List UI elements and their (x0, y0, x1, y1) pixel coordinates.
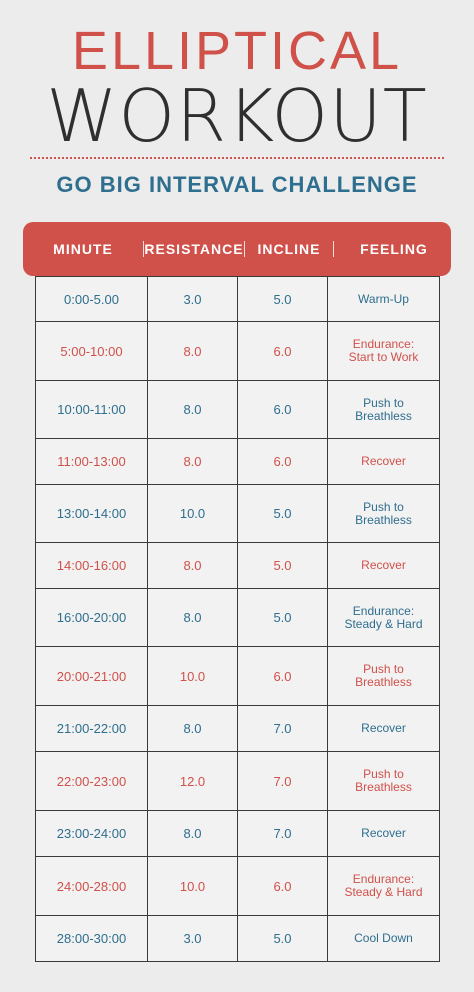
minute-cell: 20:00-21:00 (35, 646, 148, 706)
minute-cell: 10:00-11:00 (35, 380, 148, 439)
feeling-line-1: Recover (361, 454, 406, 468)
feeling-line-1: Recover (361, 721, 406, 735)
table-row: 16:00-20:00 8.0 5.0 Endurance: Steady & Hard (35, 588, 440, 647)
feeling-line-1: Recover (361, 558, 406, 572)
resistance-cell: 8.0 (147, 810, 238, 857)
feeling-cell: Warm-Up (327, 276, 440, 322)
resistance-cell: 8.0 (147, 705, 238, 752)
table-header: MINUTE RESISTANCE INCLINE FEELING (23, 222, 451, 276)
incline-cell: 5.0 (237, 588, 328, 647)
resistance-cell: 12.0 (147, 751, 238, 811)
feeling-cell: Cool Down (327, 915, 440, 962)
minute-cell: 28:00-30:00 (35, 915, 148, 962)
incline-cell: 7.0 (237, 810, 328, 857)
incline-cell: 5.0 (237, 484, 328, 543)
resistance-cell: 10.0 (147, 646, 238, 706)
table-row: 28:00-30:00 3.0 5.0 Cool Down (35, 915, 440, 962)
feeling-cell: Recover (327, 438, 440, 485)
feeling-cell: Recover (327, 705, 440, 752)
feeling-line-2: Breathless (355, 675, 412, 689)
incline-cell: 6.0 (237, 646, 328, 706)
minute-cell: 11:00-13:00 (35, 438, 148, 485)
title-line-2: WORKOUT (46, 74, 428, 158)
table-row: 14:00-16:00 8.0 5.0 Recover (35, 542, 440, 589)
minute-cell: 5:00-10:00 (35, 321, 148, 381)
resistance-cell: 10.0 (147, 856, 238, 916)
column-header-feeling: FEELING (360, 241, 428, 257)
resistance-cell: 8.0 (147, 321, 238, 381)
feeling-line-1: Endurance: (352, 603, 415, 618)
feeling-cell: Endurance: Steady & Hard (327, 588, 440, 647)
minute-cell: 16:00-20:00 (35, 588, 148, 647)
dotted-divider (30, 157, 444, 159)
table-row: 21:00-22:00 8.0 7.0 Recover (35, 705, 440, 752)
minute-cell: 24:00-28:00 (35, 856, 148, 916)
minute-cell: 21:00-22:00 (35, 705, 148, 752)
feeling-line-2: Steady & Hard (344, 885, 423, 899)
minute-cell: 22:00-23:00 (35, 751, 148, 811)
table-row: 0:00-5.00 3.0 5.0 Warm-Up (35, 276, 440, 322)
incline-cell: 7.0 (237, 751, 328, 811)
feeling-cell: Push to Breathless (327, 646, 440, 706)
title-line-1: ELLIPTICAL (71, 21, 403, 81)
minute-cell: 13:00-14:00 (35, 484, 148, 543)
header-separator (244, 241, 245, 257)
header-separator (333, 241, 334, 257)
feeling-line-1: Endurance: (352, 872, 415, 886)
column-header-minute: MINUTE (53, 241, 113, 257)
feeling-cell: Push to Breathless (327, 751, 440, 811)
incline-cell: 6.0 (237, 856, 328, 916)
incline-cell: 6.0 (237, 438, 328, 485)
feeling-line-1: Endurance: (352, 337, 415, 351)
feeling-cell: Recover (327, 542, 440, 589)
table-row: 5:00-10:00 8.0 6.0 Endurance: Start to Work (35, 321, 440, 381)
feeling-line-1: Push to (363, 662, 404, 676)
incline-cell: 6.0 (237, 380, 328, 439)
resistance-cell: 3.0 (147, 276, 238, 322)
incline-cell: 7.0 (237, 705, 328, 752)
table-row: 24:00-28:00 10.0 6.0 Endurance: Steady & Har… (35, 856, 440, 916)
table-row: 22:00-23:00 12.0 7.0 Push to Breathless (35, 751, 440, 811)
feeling-line-1: Warm-Up (358, 291, 409, 306)
feeling-line-2: Breathless (355, 512, 412, 527)
feeling-cell: Recover (327, 810, 440, 857)
minute-cell: 0:00-5.00 (35, 276, 148, 322)
feeling-cell: Endurance: Steady & Hard (327, 856, 440, 916)
subtitle: GO BIG INTERVAL CHALLENGE (56, 172, 418, 197)
feeling-cell: Endurance: Start to Work (327, 321, 440, 381)
column-header-resistance: RESISTANCE (144, 241, 244, 257)
feeling-cell: Push to Breathless (327, 380, 440, 439)
resistance-cell: 10.0 (147, 484, 238, 543)
resistance-cell: 3.0 (147, 915, 238, 962)
minute-cell: 23:00-24:00 (35, 810, 148, 857)
resistance-cell: 8.0 (147, 380, 238, 439)
column-header-incline: INCLINE (257, 241, 321, 257)
feeling-line-2: Steady & Hard (344, 616, 423, 631)
incline-cell: 6.0 (237, 321, 328, 381)
table-row: 11:00-13:00 8.0 6.0 Recover (35, 438, 440, 485)
feeling-line-1: Recover (361, 826, 406, 840)
resistance-cell: 8.0 (147, 438, 238, 485)
table-row: 13:00-14:00 10.0 5.0 Push to Breathless (35, 484, 440, 543)
resistance-cell: 8.0 (147, 542, 238, 589)
feeling-line-2: Breathless (355, 408, 412, 423)
feeling-cell: Push to Breathless (327, 484, 440, 543)
feeling-line-1: Push to (363, 395, 404, 410)
table-row: 20:00-21:00 10.0 6.0 Push to Breathless (35, 646, 440, 706)
feeling-line-2: Breathless (355, 780, 412, 794)
feeling-line-1: Push to (363, 767, 404, 781)
incline-cell: 5.0 (237, 542, 328, 589)
header-separator (143, 241, 144, 257)
feeling-line-1: Cool Down (354, 931, 413, 945)
workout-table: 0:00-5.00 3.0 5.0 Warm-Up 5:00-10:00 8.0 6.0 En… (35, 276, 440, 962)
resistance-cell: 8.0 (147, 588, 238, 647)
incline-cell: 5.0 (237, 276, 328, 322)
incline-cell: 5.0 (237, 915, 328, 962)
minute-cell: 14:00-16:00 (35, 542, 148, 589)
table-row: 23:00-24:00 8.0 7.0 Recover (35, 810, 440, 857)
feeling-line-2: Start to Work (348, 350, 419, 364)
feeling-line-1: Push to (363, 499, 404, 514)
table-row: 10:00-11:00 8.0 6.0 Push to Breathless (35, 380, 440, 439)
